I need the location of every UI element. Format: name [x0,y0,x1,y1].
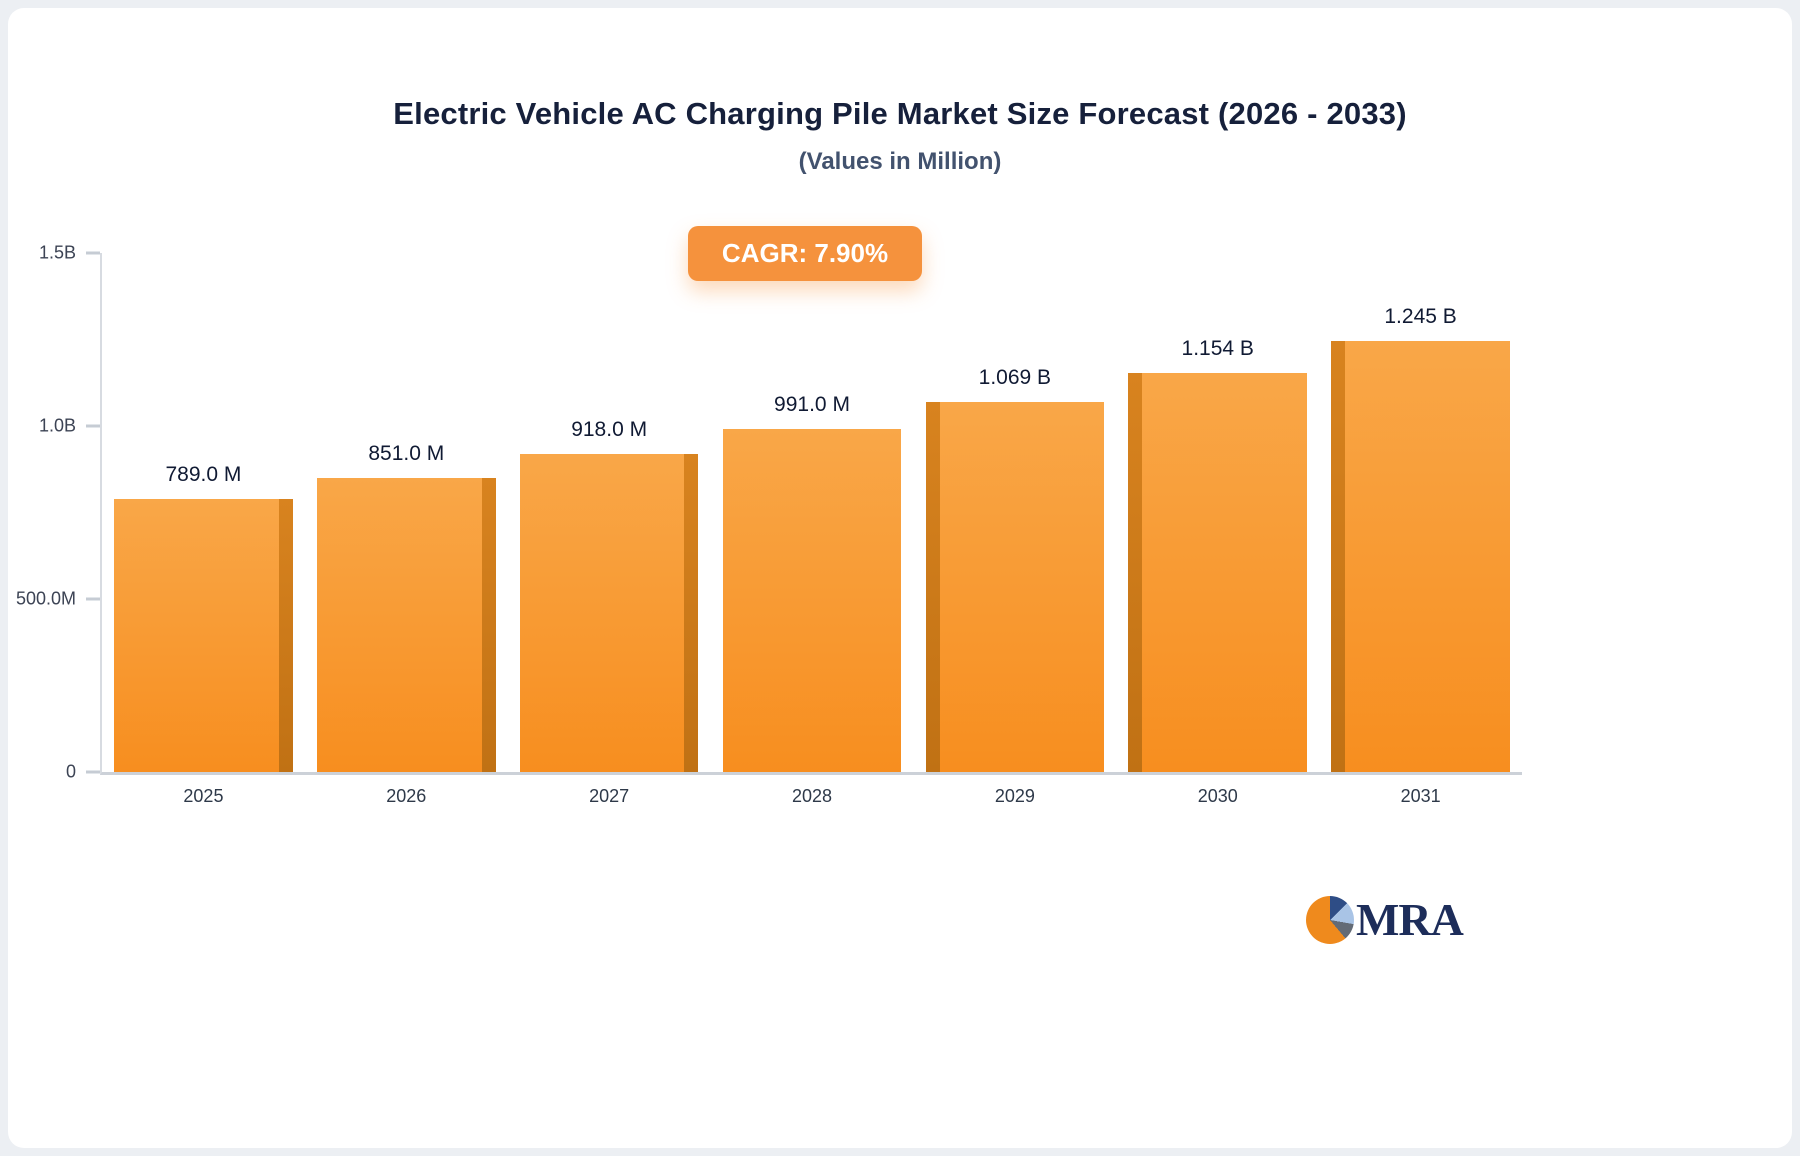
brand-logo: MRA [1306,894,1464,945]
bar-side-face [278,499,293,772]
bar: 1.069 B [925,366,1105,772]
x-axis-label: 2025 [183,786,224,806]
pie-chart-icon [1306,896,1354,944]
bar-side-face [1128,372,1143,772]
brand-logo-text: MRA [1356,894,1464,945]
bar-value-label: 918.0 M [571,418,648,442]
bar: 918.0 M [519,418,699,772]
y-axis-tick [86,597,100,601]
bar-value-label: 1.069 B [978,366,1052,390]
bars-container: 789.0 M 2025 851.0 M 2026 918.0 M 2027 991.0 M… [102,253,1522,806]
bar: 1.245 B [1331,305,1510,772]
y-axis-tick [86,770,100,774]
x-axis-label: 2027 [589,786,630,806]
bar-value-label: 851.0 M [368,441,445,465]
x-axis-label: 2031 [1400,786,1441,806]
x-axis-label: 2029 [994,786,1035,806]
bar: 1.154 B [1128,337,1307,772]
bar-value-label: 789.0 M [165,463,242,487]
y-axis-label: 500.0M [15,588,76,609]
bar-value-label: 1.245 B [1384,305,1457,329]
bar-group: 918.0 M 2027 [508,253,711,806]
bar-group: 851.0 M 2026 [305,253,508,806]
y-axis-label: 0 [65,761,76,782]
bar-value-label: 991.0 M [774,393,850,417]
cagr-badge-label: CAGR: 7.90% [721,238,889,268]
bar-side-face [925,402,940,772]
x-axis-label: 2026 [386,786,427,806]
y-axis-tick [86,251,100,255]
bar-group: 1.154 B 2030 [1116,253,1319,806]
plot-area: 0 500.0M 1.0B 1.5B 789.0 M 2025 851.0 M 2026 91… [16,243,1522,806]
page-subtitle: (Values in Million) [798,148,1002,175]
y-axis-label: 1.0B [38,415,76,436]
bar-group: 789.0 M 2025 [102,253,305,806]
y-axis-tick [86,424,100,428]
bar-side-face [1331,341,1346,772]
bar-value-label: 1.154 B [1181,336,1254,360]
bar: 789.0 M [114,463,293,772]
cagr-badge: CAGR: 7.90% [688,226,922,281]
x-axis-label: 2030 [1197,786,1238,806]
bar-side-face [481,477,496,772]
bar-group: 991.0 M 2028 [711,253,914,806]
bar: 991.0 M [722,393,902,772]
x-axis-label: 2028 [791,786,833,806]
y-axis-label: 1.5B [38,242,76,263]
bar-group: 1.069 B 2029 [913,253,1116,806]
bar-group: 1.245 B 2031 [1319,253,1522,806]
page-title: Electric Vehicle AC Charging Pile Market… [393,96,1407,131]
bar-side-face [684,454,699,772]
bar: 851.0 M [317,442,496,772]
